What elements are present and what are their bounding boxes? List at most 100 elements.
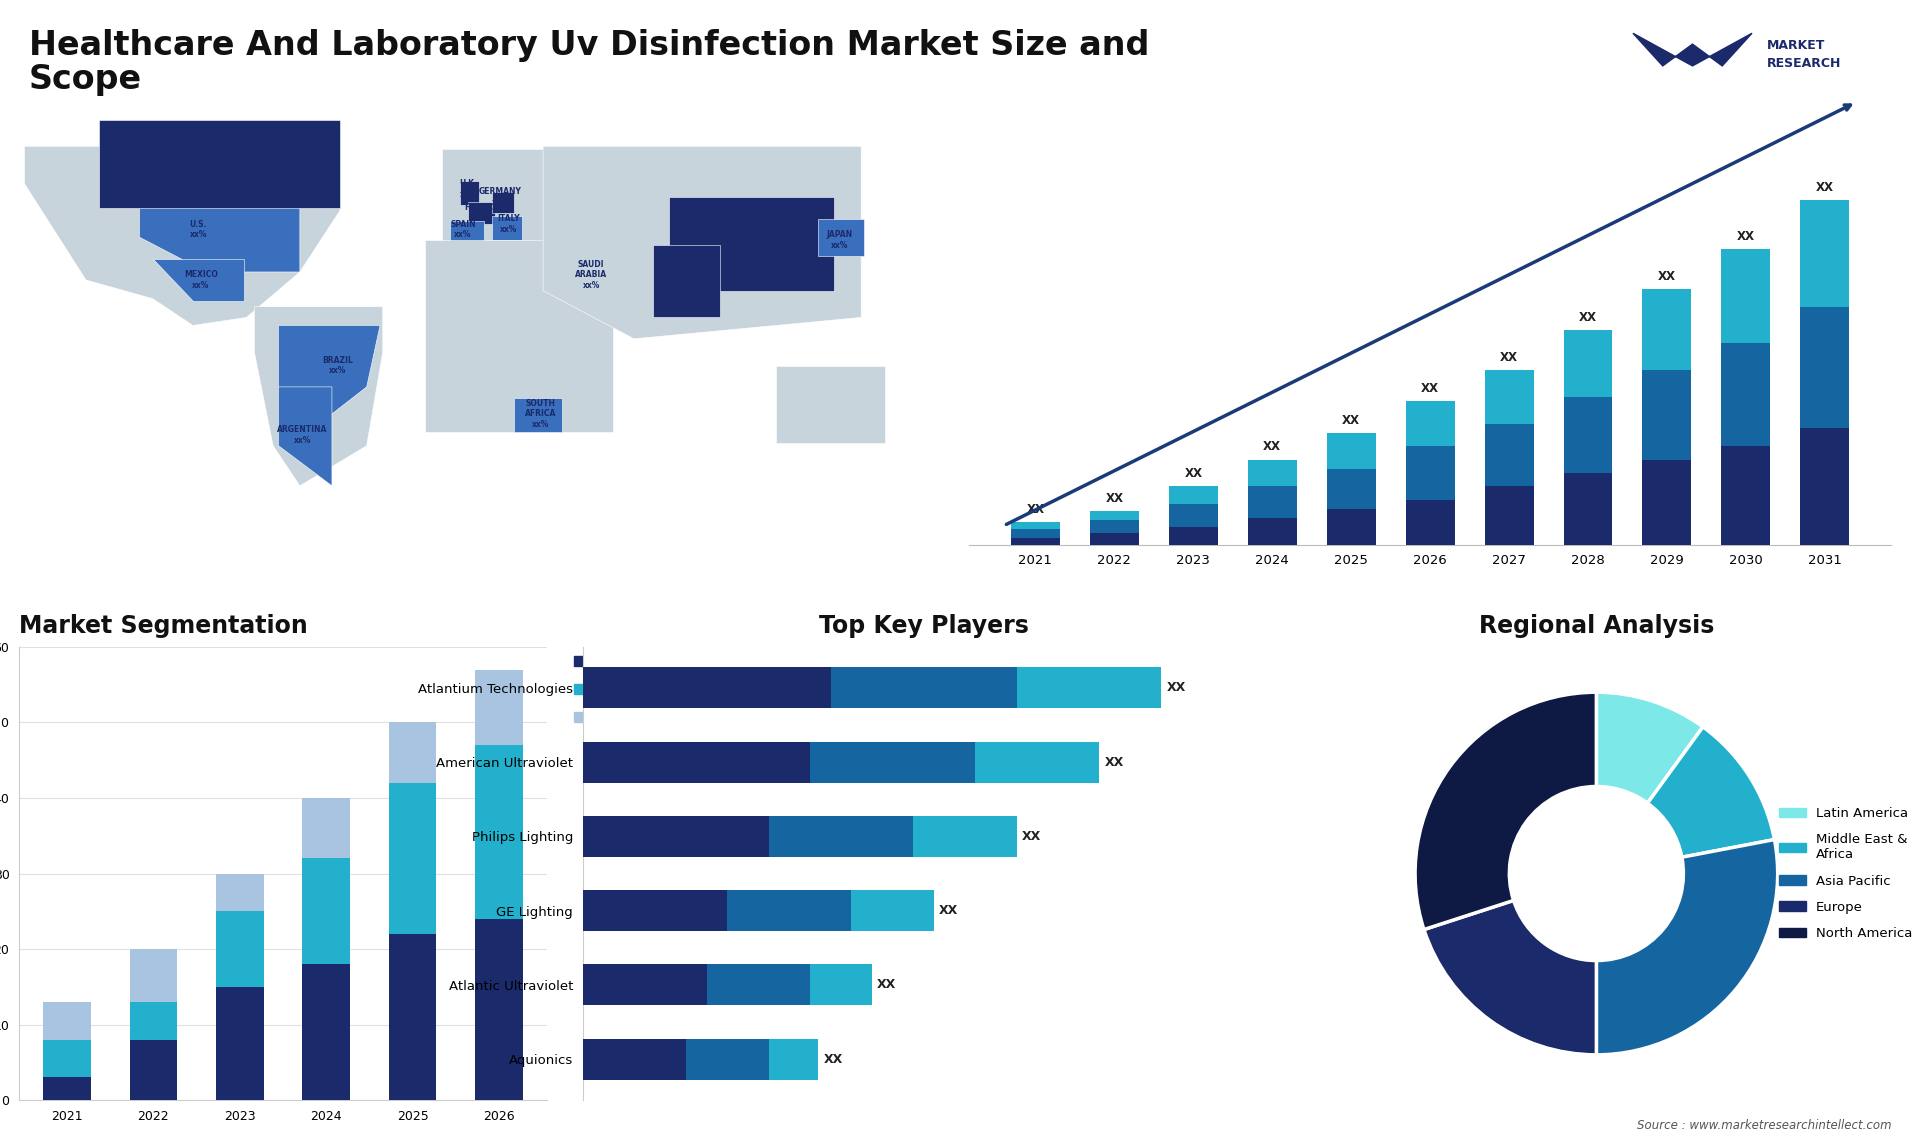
Bar bbox=[1801, 199, 1849, 307]
Polygon shape bbox=[468, 203, 495, 223]
Polygon shape bbox=[25, 147, 340, 325]
Bar bbox=[42, 1002, 90, 1039]
Polygon shape bbox=[1632, 33, 1751, 65]
Bar bbox=[476, 919, 522, 1100]
Text: XX: XX bbox=[1021, 830, 1041, 843]
Text: BRAZIL
xx%: BRAZIL xx% bbox=[323, 355, 353, 375]
Bar bbox=[914, 816, 1018, 857]
Text: XX: XX bbox=[1106, 492, 1123, 505]
Polygon shape bbox=[492, 191, 515, 213]
Text: Market Segmentation: Market Segmentation bbox=[19, 614, 307, 638]
Bar bbox=[584, 965, 707, 1005]
Polygon shape bbox=[570, 259, 624, 299]
Text: XX: XX bbox=[1578, 311, 1597, 323]
Bar bbox=[831, 667, 1018, 708]
Bar bbox=[1169, 486, 1217, 504]
Title: Regional Analysis: Regional Analysis bbox=[1478, 614, 1715, 638]
Polygon shape bbox=[776, 366, 885, 444]
Bar bbox=[1722, 446, 1770, 544]
Polygon shape bbox=[100, 119, 340, 207]
Text: ARGENTINA
xx%: ARGENTINA xx% bbox=[276, 425, 328, 445]
Text: XX: XX bbox=[877, 979, 897, 991]
Bar bbox=[129, 1039, 177, 1100]
Bar bbox=[129, 949, 177, 1002]
Polygon shape bbox=[653, 245, 720, 317]
Text: XX: XX bbox=[1165, 682, 1187, 694]
Bar bbox=[768, 816, 914, 857]
Polygon shape bbox=[543, 147, 862, 339]
Bar bbox=[476, 745, 522, 919]
Text: SPAIN
xx%: SPAIN xx% bbox=[449, 220, 476, 238]
Bar bbox=[1563, 397, 1613, 473]
Bar bbox=[1642, 370, 1692, 460]
Bar bbox=[303, 858, 349, 964]
Bar bbox=[1484, 370, 1534, 424]
Bar bbox=[1484, 486, 1534, 544]
Bar bbox=[810, 741, 975, 783]
Text: Scope: Scope bbox=[29, 63, 142, 96]
Title: Top Key Players: Top Key Players bbox=[820, 614, 1029, 638]
Bar bbox=[1405, 500, 1455, 544]
Bar bbox=[390, 934, 436, 1100]
Legend: Latin America, Middle East &
Africa, Asia Pacific, Europe, North America: Latin America, Middle East & Africa, Asi… bbox=[1776, 803, 1916, 944]
Bar bbox=[42, 1077, 90, 1100]
Text: FRANCE
xx%: FRANCE xx% bbox=[465, 204, 499, 222]
Bar bbox=[1563, 473, 1613, 544]
Bar bbox=[1248, 486, 1296, 518]
Text: U.K.
xx%: U.K. xx% bbox=[459, 180, 478, 198]
Polygon shape bbox=[492, 215, 522, 240]
Bar bbox=[1327, 469, 1375, 509]
Bar bbox=[1091, 511, 1139, 520]
Polygon shape bbox=[278, 325, 380, 424]
Text: CANADA
xx%: CANADA xx% bbox=[200, 164, 234, 182]
Bar bbox=[1327, 433, 1375, 469]
Bar bbox=[129, 1002, 177, 1039]
Bar bbox=[42, 1039, 90, 1077]
Text: Source : www.marketresearchintellect.com: Source : www.marketresearchintellect.com bbox=[1636, 1120, 1891, 1132]
Bar bbox=[217, 873, 263, 911]
Bar bbox=[1012, 537, 1060, 544]
Polygon shape bbox=[442, 149, 580, 245]
Text: RESEARCH: RESEARCH bbox=[1766, 57, 1841, 70]
Bar bbox=[685, 1038, 768, 1080]
Bar bbox=[707, 965, 810, 1005]
Text: Healthcare And Laboratory Uv Disinfection Market Size and: Healthcare And Laboratory Uv Disinfectio… bbox=[29, 29, 1150, 62]
Bar bbox=[728, 890, 851, 931]
Text: XX: XX bbox=[824, 1053, 843, 1066]
Text: XX: XX bbox=[1104, 755, 1123, 769]
Text: SAUDI
ARABIA
xx%: SAUDI ARABIA xx% bbox=[576, 260, 607, 290]
Bar bbox=[584, 816, 768, 857]
Bar bbox=[217, 911, 263, 987]
Bar bbox=[584, 741, 810, 783]
Text: INTELLECT: INTELLECT bbox=[1766, 76, 1841, 88]
Bar bbox=[476, 669, 522, 745]
Wedge shape bbox=[1415, 692, 1596, 929]
Bar bbox=[303, 798, 349, 858]
Bar bbox=[1405, 446, 1455, 500]
Bar bbox=[390, 783, 436, 934]
Text: MEXICO
xx%: MEXICO xx% bbox=[184, 270, 217, 290]
Bar bbox=[303, 964, 349, 1100]
Bar bbox=[810, 965, 872, 1005]
Bar bbox=[975, 741, 1100, 783]
Bar bbox=[1722, 343, 1770, 446]
Bar bbox=[1091, 520, 1139, 534]
Bar bbox=[217, 987, 263, 1100]
Text: XX: XX bbox=[1816, 181, 1834, 194]
Bar bbox=[1169, 504, 1217, 527]
Bar bbox=[1722, 249, 1770, 343]
Text: GERMANY
xx%: GERMANY xx% bbox=[478, 188, 522, 206]
Bar bbox=[1091, 534, 1139, 544]
Text: XX: XX bbox=[1027, 503, 1044, 516]
Text: XX: XX bbox=[1500, 351, 1519, 363]
Bar bbox=[768, 1038, 818, 1080]
Polygon shape bbox=[140, 207, 300, 272]
Wedge shape bbox=[1425, 901, 1596, 1054]
Bar bbox=[1642, 290, 1692, 370]
Text: JAPAN
xx%: JAPAN xx% bbox=[828, 230, 852, 250]
Wedge shape bbox=[1647, 727, 1774, 857]
Bar bbox=[1248, 460, 1296, 486]
Legend: Application, Product, Geography: Application, Product, Geography bbox=[570, 650, 701, 730]
Polygon shape bbox=[154, 259, 244, 301]
Polygon shape bbox=[818, 219, 864, 256]
